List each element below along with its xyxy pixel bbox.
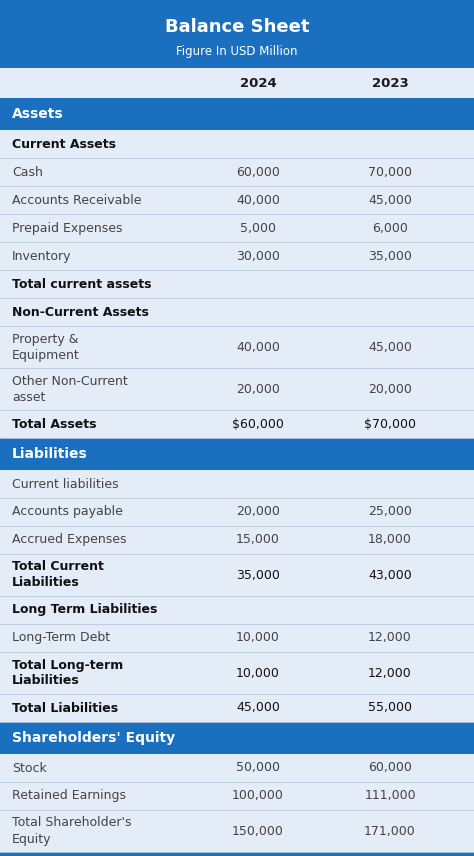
- Bar: [0, 368, 474, 410]
- Text: 25,000: 25,000: [368, 506, 412, 519]
- Text: 60,000: 60,000: [368, 762, 412, 775]
- Bar: [0, 214, 474, 242]
- Text: 70,000: 70,000: [368, 165, 412, 179]
- Text: 60,000: 60,000: [236, 165, 280, 179]
- Text: Accrued Expenses: Accrued Expenses: [12, 533, 127, 546]
- Bar: [0, 624, 474, 652]
- Text: 50,000: 50,000: [236, 762, 280, 775]
- Text: 45,000: 45,000: [368, 341, 412, 354]
- Text: 40,000: 40,000: [236, 193, 280, 206]
- Text: 10,000: 10,000: [236, 632, 280, 645]
- Text: 12,000: 12,000: [368, 667, 412, 680]
- Text: 2023: 2023: [372, 76, 409, 90]
- Bar: [0, 298, 474, 326]
- Text: Retained Earnings: Retained Earnings: [12, 789, 126, 803]
- Text: Current liabilities: Current liabilities: [12, 478, 118, 490]
- Bar: [0, 526, 474, 554]
- Text: 15,000: 15,000: [236, 533, 280, 546]
- Text: Total Liabilities: Total Liabilities: [12, 702, 118, 715]
- Text: Total current assets: Total current assets: [12, 277, 152, 290]
- Text: Cash: Cash: [12, 165, 43, 179]
- Bar: [0, 158, 474, 186]
- Text: 10,000: 10,000: [236, 667, 280, 680]
- Text: $60,000: $60,000: [232, 418, 284, 431]
- Text: Long-Term Debt: Long-Term Debt: [12, 632, 110, 645]
- Bar: [0, 782, 474, 810]
- Bar: [0, 0, 474, 68]
- Bar: [0, 130, 474, 158]
- Text: Long Term Liabilities: Long Term Liabilities: [12, 603, 157, 616]
- Text: Accounts payable: Accounts payable: [12, 506, 123, 519]
- Text: 30,000: 30,000: [236, 249, 280, 263]
- Text: $70,000: $70,000: [364, 418, 416, 431]
- Text: Total Assets: Total Assets: [12, 418, 97, 431]
- Text: 100,000: 100,000: [232, 789, 284, 803]
- Text: 18,000: 18,000: [368, 533, 412, 546]
- Text: Stock: Stock: [12, 762, 47, 775]
- Text: 35,000: 35,000: [236, 568, 280, 581]
- Bar: [0, 470, 474, 498]
- Bar: [0, 810, 474, 852]
- Text: Current Assets: Current Assets: [12, 138, 116, 151]
- Text: 111,000: 111,000: [364, 789, 416, 803]
- Bar: [0, 438, 474, 470]
- Text: Prepaid Expenses: Prepaid Expenses: [12, 222, 122, 235]
- Text: 20,000: 20,000: [368, 383, 412, 395]
- Text: Accounts Receivable: Accounts Receivable: [12, 193, 142, 206]
- Bar: [0, 652, 474, 694]
- Text: 55,000: 55,000: [368, 702, 412, 715]
- Bar: [0, 68, 474, 98]
- Bar: [0, 98, 474, 130]
- Bar: [0, 186, 474, 214]
- Bar: [0, 694, 474, 722]
- Bar: [0, 242, 474, 270]
- Text: 35,000: 35,000: [368, 249, 412, 263]
- Text: Total Long-term
Liabilities: Total Long-term Liabilities: [12, 658, 123, 687]
- Bar: [0, 498, 474, 526]
- Bar: [0, 852, 474, 856]
- Text: 45,000: 45,000: [236, 702, 280, 715]
- Text: 6,000: 6,000: [372, 222, 408, 235]
- Text: 40,000: 40,000: [236, 341, 280, 354]
- Text: 150,000: 150,000: [232, 824, 284, 837]
- Bar: [0, 326, 474, 368]
- Text: Inventory: Inventory: [12, 249, 72, 263]
- Text: Balance Sheet: Balance Sheet: [165, 18, 309, 36]
- Text: Total Current
Liabilities: Total Current Liabilities: [12, 561, 104, 590]
- Text: 171,000: 171,000: [364, 824, 416, 837]
- Bar: [0, 754, 474, 782]
- Text: Property &
Equipment: Property & Equipment: [12, 332, 80, 361]
- Text: Shareholders' Equity: Shareholders' Equity: [12, 731, 175, 745]
- Text: 43,000: 43,000: [368, 568, 412, 581]
- Bar: [0, 410, 474, 438]
- Text: Figure In USD Million: Figure In USD Million: [176, 45, 298, 58]
- Text: Other Non-Current
asset: Other Non-Current asset: [12, 375, 128, 403]
- Text: Liabilities: Liabilities: [12, 447, 88, 461]
- Text: 2024: 2024: [240, 76, 276, 90]
- Text: 45,000: 45,000: [368, 193, 412, 206]
- Text: 5,000: 5,000: [240, 222, 276, 235]
- Text: Non-Current Assets: Non-Current Assets: [12, 306, 149, 318]
- Text: 20,000: 20,000: [236, 506, 280, 519]
- Bar: [0, 270, 474, 298]
- Text: Assets: Assets: [12, 107, 64, 121]
- Bar: [0, 554, 474, 596]
- Bar: [0, 722, 474, 754]
- Text: Total Shareholder's
Equity: Total Shareholder's Equity: [12, 817, 131, 846]
- Text: 12,000: 12,000: [368, 632, 412, 645]
- Text: 20,000: 20,000: [236, 383, 280, 395]
- Bar: [0, 596, 474, 624]
